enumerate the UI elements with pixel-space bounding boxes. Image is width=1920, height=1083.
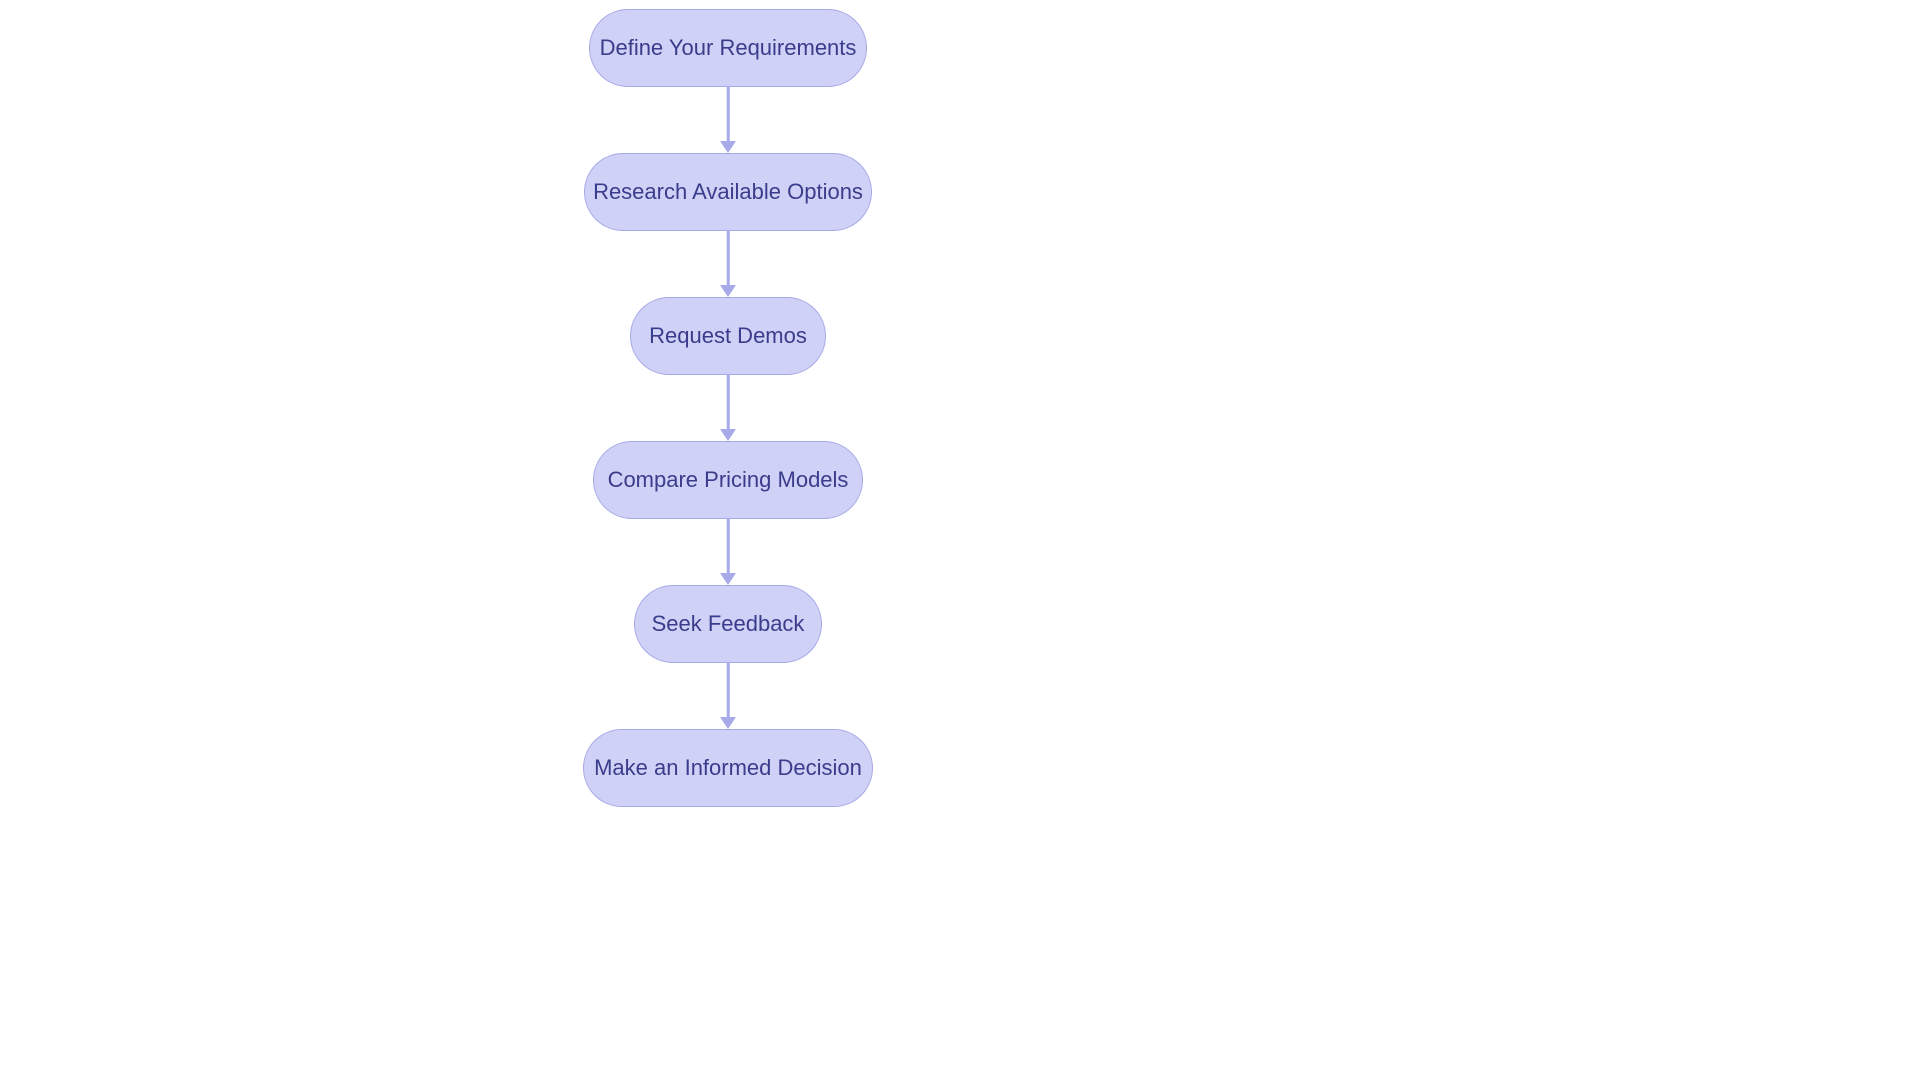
flowchart-arrow-line [727,231,730,285]
flowchart-node: Make an Informed Decision [583,729,873,807]
flowchart-arrow-head [720,573,736,585]
flowchart-node: Compare Pricing Models [593,441,863,519]
flowchart-node: Research Available Options [584,153,872,231]
node-label: Seek Feedback [652,611,805,637]
flowchart-node: Define Your Requirements [589,9,867,87]
flowchart-arrow-line [727,519,730,573]
node-label: Request Demos [649,323,807,349]
flowchart-node: Seek Feedback [634,585,822,663]
flowchart-arrow-head [720,717,736,729]
flowchart-arrow-head [720,429,736,441]
flowchart-arrow-line [727,663,730,717]
flowchart-arrow-head [720,141,736,153]
node-label: Compare Pricing Models [608,467,849,493]
flowchart-arrow-line [727,87,730,141]
flowchart-node: Request Demos [630,297,826,375]
node-label: Make an Informed Decision [594,755,862,781]
flowchart-arrow-line [727,375,730,429]
flowchart-canvas: Define Your Requirements Research Availa… [0,0,1920,1083]
flowchart-arrow-head [720,285,736,297]
node-label: Research Available Options [593,179,863,205]
node-label: Define Your Requirements [600,35,857,61]
